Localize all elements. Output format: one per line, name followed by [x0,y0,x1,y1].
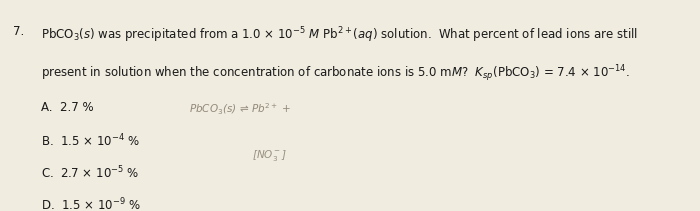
Text: B.  1.5 × 10$^{-4}$ %: B. 1.5 × 10$^{-4}$ % [41,133,140,150]
Text: 7.: 7. [13,25,24,38]
Text: PbCO$_3$($s$) was precipitated from a 1.0 × 10$^{-5}$ $M$ Pb$^{2+}$($aq$) soluti: PbCO$_3$($s$) was precipitated from a 1.… [41,25,638,45]
Text: present in solution when the concentration of carbonate ions is 5.0 m$M$?  $K_{s: present in solution when the concentrati… [41,63,629,84]
Text: C.  2.7 × 10$^{-5}$ %: C. 2.7 × 10$^{-5}$ % [41,165,139,181]
Text: PbCO$_3$($s$) ⇌ Pb$^{2+}$ +: PbCO$_3$($s$) ⇌ Pb$^{2+}$ + [189,101,290,117]
Text: D.  1.5 × 10$^{-9}$ %: D. 1.5 × 10$^{-9}$ % [41,196,141,211]
Text: [NO$_3^-$]: [NO$_3^-$] [252,148,287,163]
Text: A.  2.7 %: A. 2.7 % [41,101,93,114]
